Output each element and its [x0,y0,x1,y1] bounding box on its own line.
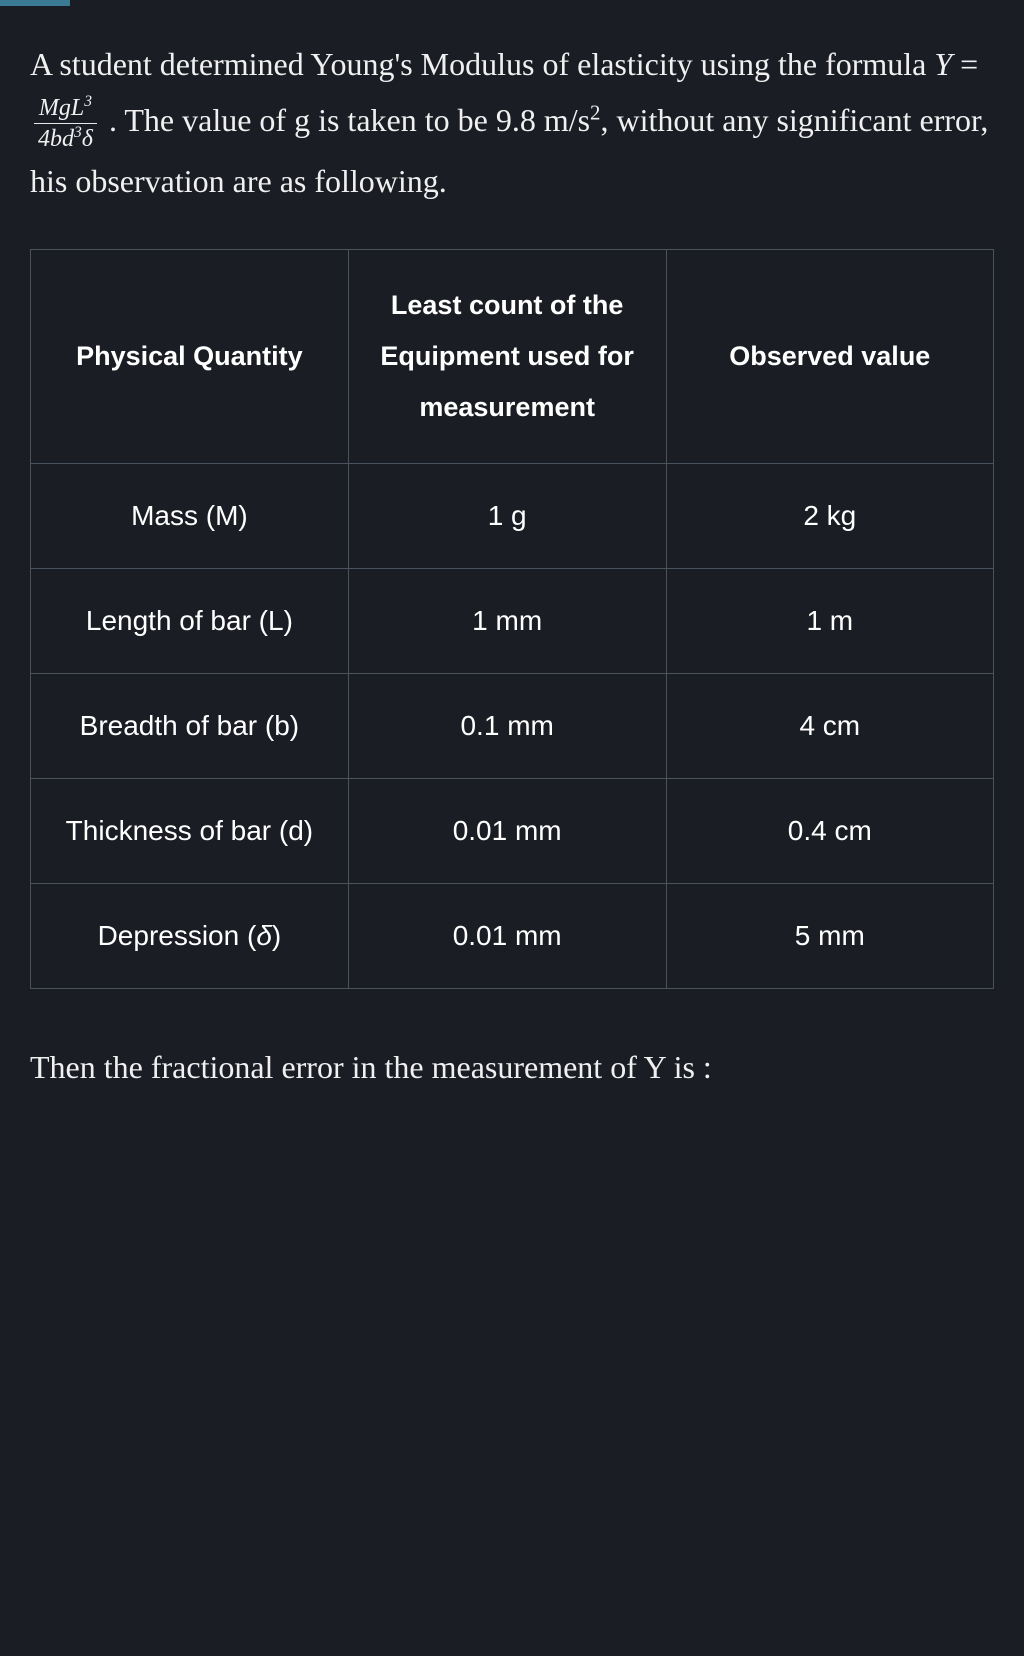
table-row: Thickness of bar (d) 0.01 mm 0.4 cm [31,779,994,884]
equals-sign: = [960,46,978,82]
cell-leastcount: 1 mm [348,569,666,674]
formula-fraction: MgL3 4bd3δ [34,95,97,153]
col-header-quantity: Physical Quantity [31,249,349,464]
numerator-base: MgL [39,95,84,121]
cell-quantity: Length of bar (L) [31,569,349,674]
accent-stripe [0,0,70,6]
denominator-delta: δ [82,126,93,152]
question-part-1: A student determined Young's Modulus of … [30,46,934,82]
fraction-numerator: MgL3 [34,95,97,124]
col-header-observed: Observed value [666,249,993,464]
table-body: Mass (M) 1 g 2 kg Length of bar (L) 1 mm… [31,464,994,989]
cell-leastcount: 0.01 mm [348,779,666,884]
table-header-row: Physical Quantity Least count of the Equ… [31,249,994,464]
question-paragraph: A student determined Young's Modulus of … [30,36,994,209]
cell-observed: 5 mm [666,884,993,989]
cell-leastcount: 0.1 mm [348,674,666,779]
cell-quantity: Thickness of bar (d) [31,779,349,884]
fraction-denominator: 4bd3δ [34,124,97,152]
cell-observed: 1 m [666,569,993,674]
numerator-exp: 3 [84,93,92,110]
question-part-2: . The value of g is taken to be 9.8 m/s [109,102,590,138]
table-row: Length of bar (L) 1 mm 1 m [31,569,994,674]
cell-quantity: Mass (M) [31,464,349,569]
denominator-base: 4bd [38,126,74,152]
cell-quantity: Depression (δ) [31,884,349,989]
cell-quantity: Breadth of bar (b) [31,674,349,779]
cell-leastcount: 0.01 mm [348,884,666,989]
table-row: Mass (M) 1 g 2 kg [31,464,994,569]
cell-observed: 4 cm [666,674,993,779]
closing-paragraph: Then the fractional error in the measure… [30,1039,994,1095]
top-bar [0,0,1024,8]
cell-observed: 0.4 cm [666,779,993,884]
content-area: A student determined Young's Modulus of … [0,8,1024,1125]
g-exponent: 2 [590,101,600,124]
observations-table: Physical Quantity Least count of the Equ… [30,249,994,990]
table-row: Depression (δ) 0.01 mm 5 mm [31,884,994,989]
cell-leastcount: 1 g [348,464,666,569]
table-row: Breadth of bar (b) 0.1 mm 4 cm [31,674,994,779]
col-header-leastcount: Least count of the Equipment used for me… [348,249,666,464]
formula-lhs: Y [934,46,952,82]
table-header: Physical Quantity Least count of the Equ… [31,249,994,464]
denominator-exp: 3 [74,124,82,141]
cell-observed: 2 kg [666,464,993,569]
